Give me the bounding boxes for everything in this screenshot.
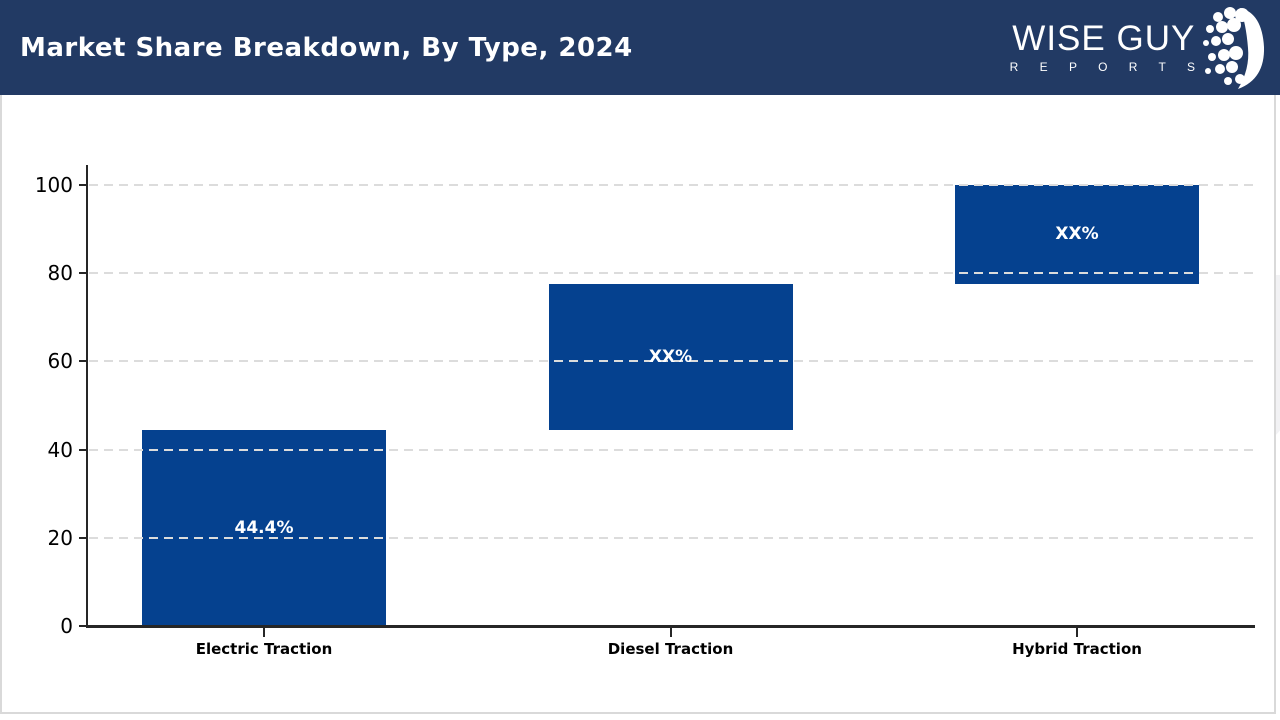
bar-value-label-1: XX%: [648, 346, 693, 367]
logo-subtitle: R E P O R T S: [1009, 60, 1204, 74]
gridline-20: [89, 536, 1255, 539]
bar-value-label-0: 44.4%: [234, 518, 294, 539]
x-tick-label-0: Electric Traction: [195, 640, 333, 658]
logo-wordmark: WISE GUY: [1012, 19, 1196, 58]
x-tick-label-2: Hybrid Traction: [1012, 640, 1142, 658]
x-tick-mark-1: [669, 628, 672, 637]
y-tick-mark-0: [79, 625, 88, 627]
y-tick-label-80: 80: [47, 261, 73, 286]
gridline-60: [89, 360, 1255, 363]
page-title: Market Share Breakdown, By Type, 2024: [20, 32, 633, 63]
gridline-40: [89, 448, 1255, 451]
x-tick-label-1: Diesel Traction: [607, 640, 734, 658]
y-tick-mark-40: [79, 448, 88, 451]
y-tick-label-60: 60: [47, 349, 73, 374]
y-tick-label-40: 40: [47, 437, 73, 462]
y-tick-mark-20: [79, 536, 88, 539]
x-tick-mark-2: [1076, 628, 1078, 637]
y-tick-label-100: 100: [34, 173, 73, 197]
bar-1: [548, 283, 793, 431]
bar-0: [142, 430, 386, 626]
gridline-100: [89, 184, 1255, 186]
wise-guy-reports-logo: WISE GUY R E P O R T S: [1004, 0, 1268, 95]
y-axis-line: [86, 165, 88, 626]
y-tick-mark-100: [79, 184, 88, 186]
x-axis-line: [86, 625, 1255, 628]
y-tick-mark-80: [79, 272, 88, 275]
y-tick-label-20: 20: [47, 525, 73, 550]
y-tick-label-0: 0: [60, 614, 73, 638]
logo-face-icon: [1203, 6, 1265, 89]
gridline-80: [89, 272, 1255, 275]
x-tick-mark-0: [263, 628, 265, 637]
bar-value-label-2: XX%: [1055, 224, 1099, 245]
y-tick-mark-60: [79, 360, 88, 363]
header-bar: Market Share Breakdown, By Type, 2024 WI…: [0, 0, 1280, 95]
